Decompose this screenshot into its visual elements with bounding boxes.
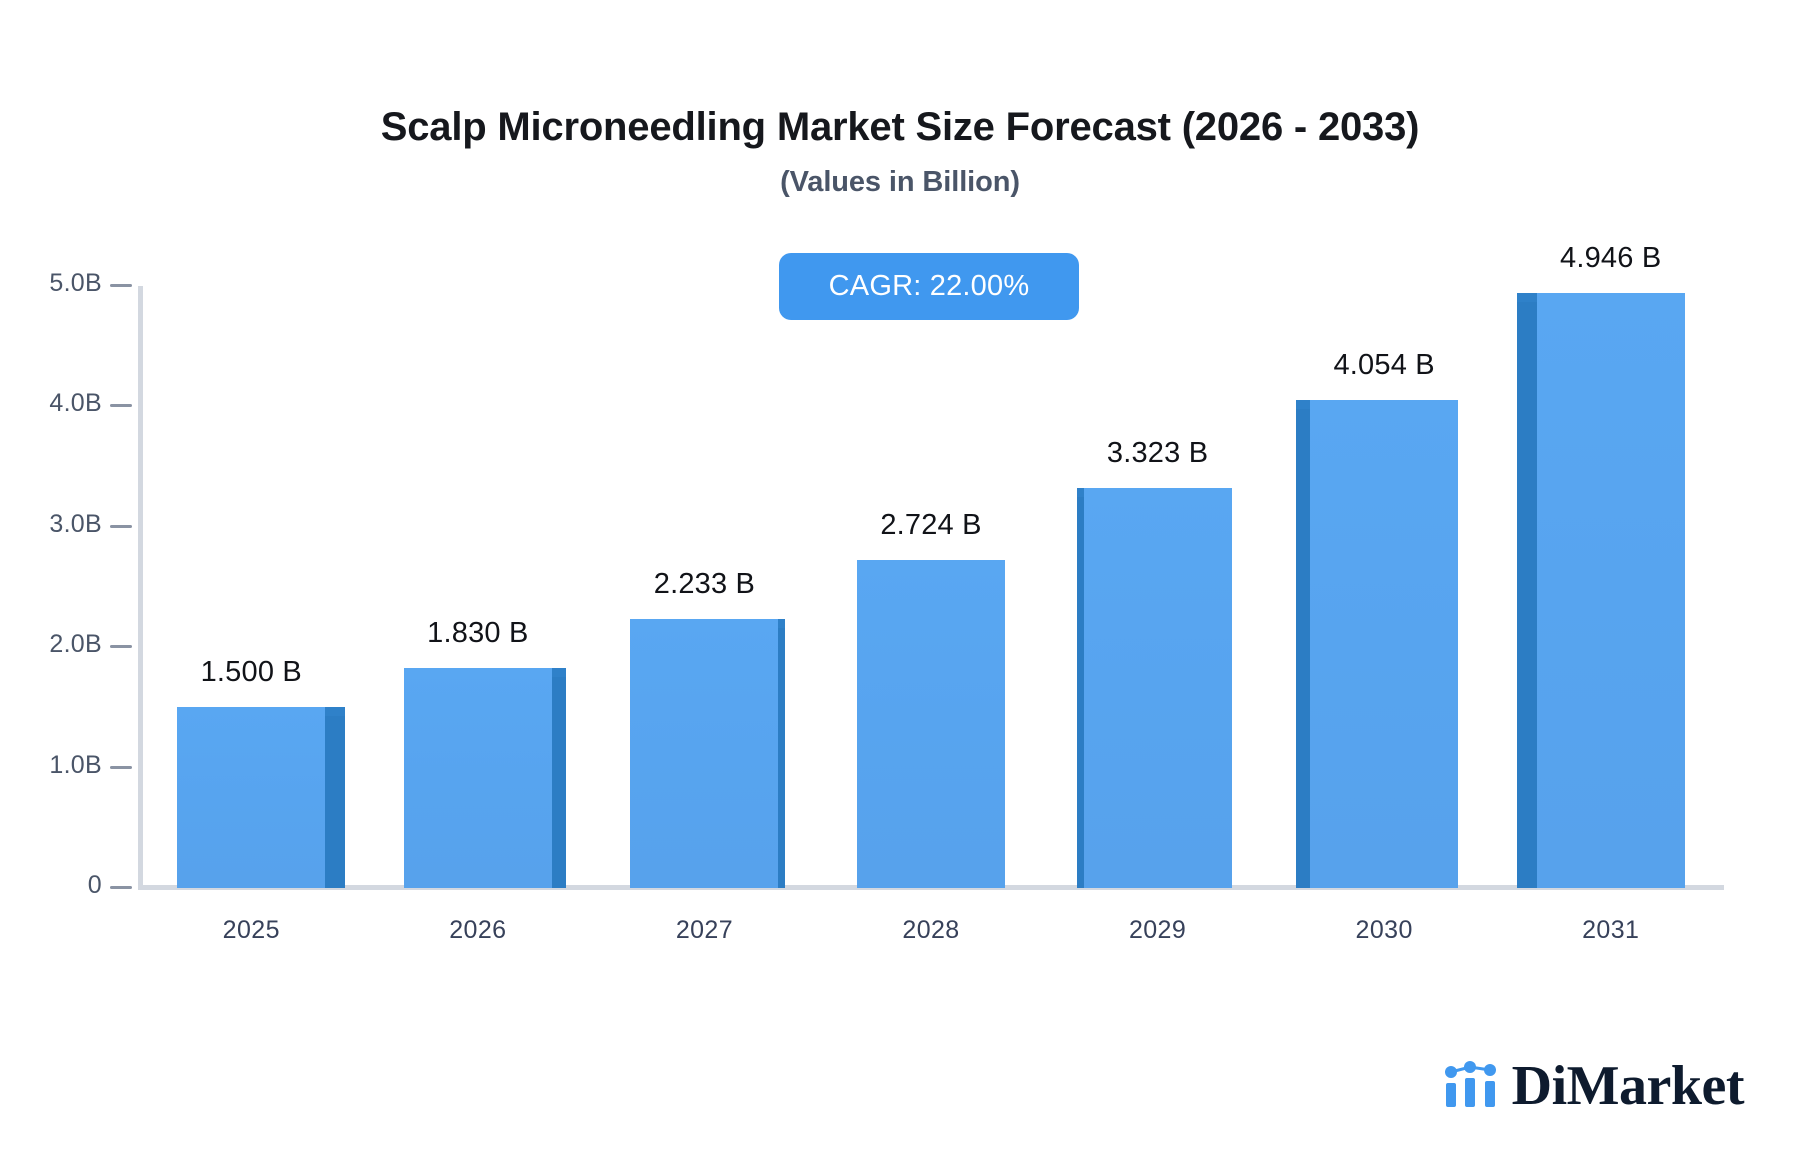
y-axis-tick-label: 3.0B (49, 509, 102, 538)
bar-front-face (1083, 487, 1232, 888)
bar-top-face (325, 707, 346, 717)
bar-top-face (778, 619, 786, 629)
bar-front-face (1310, 399, 1459, 888)
bar-front-face (1536, 292, 1685, 888)
page-title: Scalp Microneedling Market Size Forecast… (380, 105, 1420, 149)
bar-side-face (1516, 301, 1537, 888)
bar-column[interactable]: 2.233 B (630, 236, 786, 888)
cagr-badge: CAGR: 22.00% (779, 253, 1079, 320)
y-axis-tick-label: 2.0B (49, 630, 102, 659)
bar-front-face (857, 560, 1005, 888)
bar-side-face (325, 716, 346, 888)
x-axis-label: 2030 (1355, 916, 1413, 944)
cagr-badge-label: CAGR: 22.00% (828, 270, 1030, 302)
bar-side-face (778, 628, 786, 888)
bar-chart-icon (1444, 1060, 1498, 1112)
bar-side-face (1296, 408, 1311, 888)
y-axis-tick-label: 1.0B (49, 750, 102, 779)
bar-top-face (551, 667, 566, 677)
bar-front-face (630, 619, 779, 888)
bar-value-label: 2.724 B (880, 509, 982, 542)
x-axis-label: 2029 (1128, 916, 1187, 944)
bar-value-label: 2.233 B (653, 568, 756, 601)
title-block: Scalp Microneedling Market Size Forecast… (0, 104, 1800, 199)
y-axis-tick-mark (110, 886, 132, 889)
bar-top-face (1516, 292, 1537, 302)
y-axis-tick-mark (110, 645, 132, 649)
bar-top-face (1076, 487, 1084, 497)
brand-name: DiMarket (1511, 1055, 1745, 1117)
x-axis-label: 2028 (902, 916, 960, 944)
chart-subtitle: (Values in Billion) (780, 166, 1020, 198)
bar-column[interactable]: 4.054 B (1296, 236, 1459, 888)
bar-side-face (551, 676, 566, 888)
bar-column[interactable]: 4.946 B (1516, 236, 1685, 888)
bar-side-face (1076, 496, 1084, 888)
bar-front-face (177, 707, 326, 888)
y-axis-tick-mark (110, 765, 132, 769)
bar-series: 1.500 B 1.830 B 2.233 B 2.724 B 3.323 B 4.054… (138, 236, 1724, 888)
bar-column[interactable]: 1.830 B (403, 236, 566, 888)
x-axis-label: 2026 (449, 916, 507, 944)
bar-value-label: 3.323 B (1106, 436, 1209, 469)
brand-logo: DiMarket (1444, 1055, 1745, 1117)
bar-value-label: 1.830 B (427, 616, 529, 649)
bar-column[interactable]: 3.323 B (1076, 236, 1232, 888)
y-axis-tick-mark (110, 284, 132, 287)
y-axis-tick-mark (110, 524, 132, 528)
x-axis-label: 2031 (1582, 916, 1640, 944)
y-axis-tick-label: 5.0B (49, 269, 102, 297)
y-axis-tick-label: 0 (87, 871, 102, 899)
bar-value-label: 4.946 B (1560, 241, 1662, 274)
y-axis-tick-label: 4.0B (49, 389, 102, 418)
y-axis-spine (138, 286, 143, 888)
x-axis-label: 2025 (222, 916, 280, 944)
bar-value-label: 4.054 B (1333, 348, 1435, 381)
bar-top-face (1296, 399, 1311, 409)
bar-front-face (403, 667, 552, 888)
y-axis-tick-mark (110, 404, 132, 408)
bar-column[interactable]: 1.500 B (177, 236, 346, 888)
bar-value-label: 1.500 B (200, 656, 302, 689)
x-axis-label: 2027 (675, 916, 734, 944)
bar-column[interactable]: 2.724 B (857, 236, 1005, 888)
